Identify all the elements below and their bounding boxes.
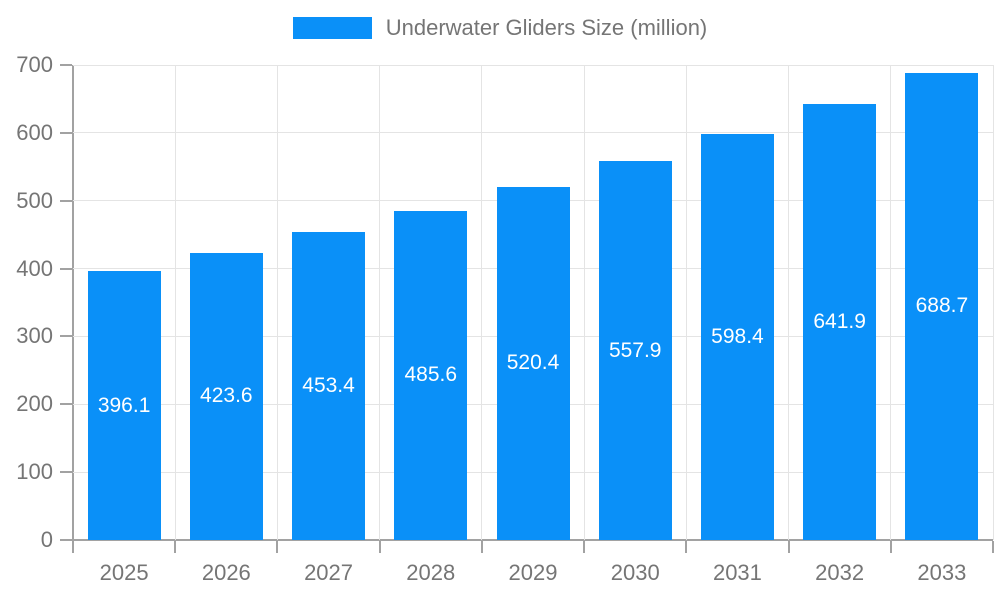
bar-2030[interactable]: 557.9 bbox=[598, 161, 672, 540]
bar-value-label: 641.9 bbox=[813, 310, 866, 334]
v-gridline bbox=[276, 65, 278, 540]
x-tick-label: 2032 bbox=[815, 560, 865, 585]
v-gridline bbox=[583, 65, 585, 540]
y-axis-tick bbox=[60, 131, 72, 134]
y-tick-label: 0 bbox=[40, 527, 53, 552]
v-gridline bbox=[481, 65, 483, 540]
y-tick-label: 100 bbox=[16, 459, 53, 485]
x-axis-tick bbox=[992, 541, 994, 553]
x-tick-label: 2033 bbox=[917, 560, 967, 585]
y-axis-tick bbox=[60, 539, 72, 541]
v-gridline bbox=[685, 65, 687, 540]
x-axis-tick bbox=[787, 541, 790, 553]
v-gridline bbox=[379, 65, 381, 540]
legend-label: Underwater Gliders Size (million) bbox=[385, 15, 708, 40]
v-gridline bbox=[890, 65, 892, 540]
x-axis-tick bbox=[174, 541, 177, 553]
plot-area: 0 100 200 300 400 500 600 700 396.1 2025 423.6 2026… bbox=[16, 52, 994, 585]
x-tick-label: 2025 bbox=[99, 560, 149, 585]
y-axis-tick bbox=[60, 199, 72, 202]
y-axis-tick bbox=[60, 403, 72, 406]
bar-value-label: 423.6 bbox=[200, 384, 253, 408]
bar-2026[interactable]: 423.6 bbox=[189, 252, 263, 540]
h-gridline bbox=[73, 64, 993, 66]
bar-value-label: 485.6 bbox=[404, 363, 458, 387]
bar-value-label: 598.4 bbox=[711, 324, 764, 348]
x-axis-tick bbox=[685, 541, 688, 553]
x-tick-label: 2027 bbox=[304, 560, 354, 585]
legend[interactable]: Underwater Gliders Size (million) bbox=[0, 14, 1000, 42]
bar-2031[interactable]: 598.4 bbox=[700, 133, 774, 540]
bar-2033[interactable]: 688.7 bbox=[905, 72, 979, 540]
x-axis-tick bbox=[583, 541, 586, 553]
x-axis-tick bbox=[378, 541, 381, 553]
x-axis-tick bbox=[889, 541, 892, 553]
x-tick-label: 2030 bbox=[610, 560, 660, 585]
bar-value-label: 520.4 bbox=[506, 351, 560, 375]
y-tick-label: 700 bbox=[16, 52, 53, 77]
x-tick-label: 2028 bbox=[406, 560, 456, 585]
bar-value-label: 557.9 bbox=[608, 338, 662, 362]
h-gridline bbox=[73, 132, 993, 134]
x-tick-label: 2029 bbox=[508, 560, 558, 585]
x-axis-tick bbox=[480, 541, 483, 553]
x-tick-label: 2026 bbox=[201, 560, 251, 585]
v-gridline bbox=[174, 65, 176, 540]
bar-value-label: 453.4 bbox=[302, 374, 355, 398]
x-axis-line bbox=[72, 539, 993, 541]
bar-2027[interactable]: 453.4 bbox=[292, 232, 366, 540]
bar-2032[interactable]: 641.9 bbox=[803, 104, 877, 540]
y-axis-tick bbox=[60, 267, 72, 270]
y-axis-tick bbox=[60, 64, 72, 66]
v-gridline bbox=[992, 65, 994, 540]
bar-2028[interactable]: 485.6 bbox=[394, 210, 468, 540]
y-tick-label: 600 bbox=[16, 119, 53, 145]
y-axis-tick bbox=[60, 335, 72, 338]
x-axis-tick bbox=[72, 541, 74, 553]
bar-value-label: 396.1 bbox=[97, 393, 151, 417]
y-tick-label: 400 bbox=[16, 255, 53, 281]
x-axis-tick bbox=[276, 541, 279, 553]
y-axis-tick bbox=[60, 471, 72, 474]
bar-2029[interactable]: 520.4 bbox=[496, 186, 570, 540]
bar-2025[interactable]: 396.1 bbox=[87, 271, 161, 540]
y-tick-label: 300 bbox=[16, 323, 53, 349]
y-tick-label: 500 bbox=[16, 187, 53, 213]
v-gridline bbox=[788, 65, 790, 540]
y-axis-line bbox=[72, 65, 74, 540]
y-tick-label: 200 bbox=[16, 391, 53, 417]
legend-swatch bbox=[292, 17, 372, 39]
x-tick-label: 2031 bbox=[712, 560, 762, 585]
bar-value-label: 688.7 bbox=[915, 294, 969, 318]
